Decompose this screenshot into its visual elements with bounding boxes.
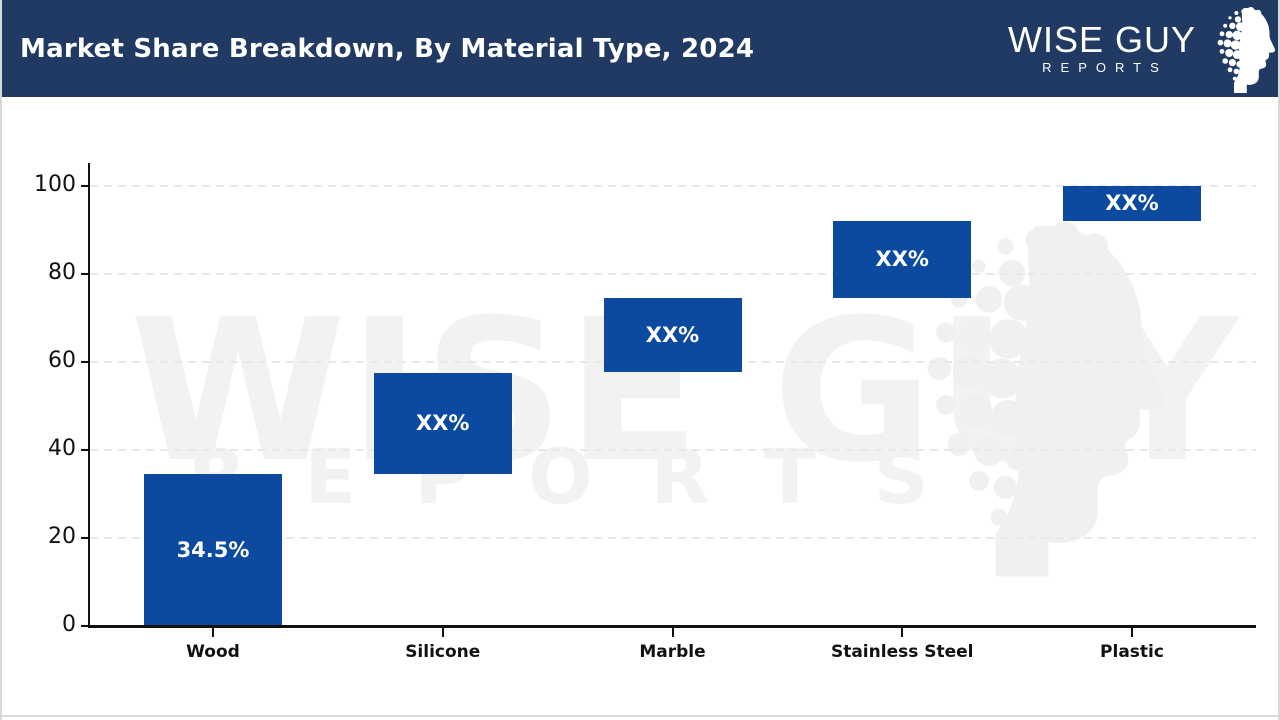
x-axis-tick-1 [441, 627, 444, 637]
brand-tagline: REPORTS [1042, 60, 1168, 75]
y-axis-tick-label: 40 [48, 435, 76, 461]
bar-value-label: XX% [1105, 191, 1159, 216]
gridline-80 [90, 272, 1256, 275]
gridline-20 [90, 536, 1256, 539]
x-axis-spine [88, 624, 1256, 628]
bar-plastic: XX% [1063, 185, 1201, 221]
brand-face-icon [1217, 6, 1276, 93]
bar-silicone: XX% [373, 372, 512, 474]
chart-title: Market Share Breakdown, By Material Type… [20, 33, 755, 64]
brand-logo: WISE GUY REPORTS [1007, 5, 1278, 93]
x-axis-tick-3 [901, 627, 904, 637]
x-axis-category-label: Stainless Steel [830, 641, 974, 662]
x-axis-category-label: Silicone [405, 641, 481, 662]
y-axis-tick-100 [81, 184, 90, 187]
bar-value-label: XX% [645, 323, 700, 348]
x-axis-tick-4 [1131, 627, 1133, 637]
gridline-100 [90, 184, 1256, 187]
bar-value-label: XX% [875, 247, 929, 272]
y-axis-tick-label: 60 [48, 347, 76, 373]
x-axis-category-label: Plastic [1100, 641, 1164, 662]
y-axis-tick-20 [81, 536, 90, 539]
y-axis-tick-label: 20 [48, 523, 76, 549]
x-axis-tick-2 [671, 627, 674, 637]
bar-value-label: 34.5% [176, 537, 250, 562]
page-bottom-rule [2, 715, 1278, 717]
gridline-40 [90, 448, 1256, 451]
watermark-brand-line2: REPORTS [188, 432, 987, 521]
x-axis-category-label: Wood [186, 641, 240, 662]
header-bar: Market Share Breakdown, By Material Type… [2, 0, 1278, 97]
brand-name: WISE GUY [1007, 19, 1196, 60]
bar-wood: 34.5% [144, 473, 282, 626]
brand-logo-text: WISE GUY REPORTS [1007, 19, 1196, 76]
y-axis-tick-label: 80 [48, 259, 76, 285]
y-axis-tick-label: 100 [34, 171, 76, 197]
y-axis-spine [88, 163, 90, 628]
y-axis-tick-60 [81, 360, 90, 363]
bar-value-label: XX% [416, 411, 470, 436]
x-axis-tick-0 [212, 627, 214, 637]
y-axis-tick-40 [81, 448, 90, 451]
y-axis-tick-80 [81, 272, 90, 275]
bar-marble: XX% [603, 297, 742, 373]
bar-stainless-steel: XX% [833, 220, 972, 298]
y-axis-tick-0 [81, 624, 90, 627]
y-axis-tick-label: 0 [62, 611, 76, 637]
x-axis-category-label: Marble [639, 641, 706, 662]
